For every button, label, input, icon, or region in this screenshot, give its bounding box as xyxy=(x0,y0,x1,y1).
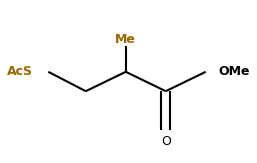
Text: OMe: OMe xyxy=(218,65,250,78)
Text: O: O xyxy=(161,135,171,148)
Text: AcS: AcS xyxy=(7,65,33,78)
Text: Me: Me xyxy=(115,33,136,46)
